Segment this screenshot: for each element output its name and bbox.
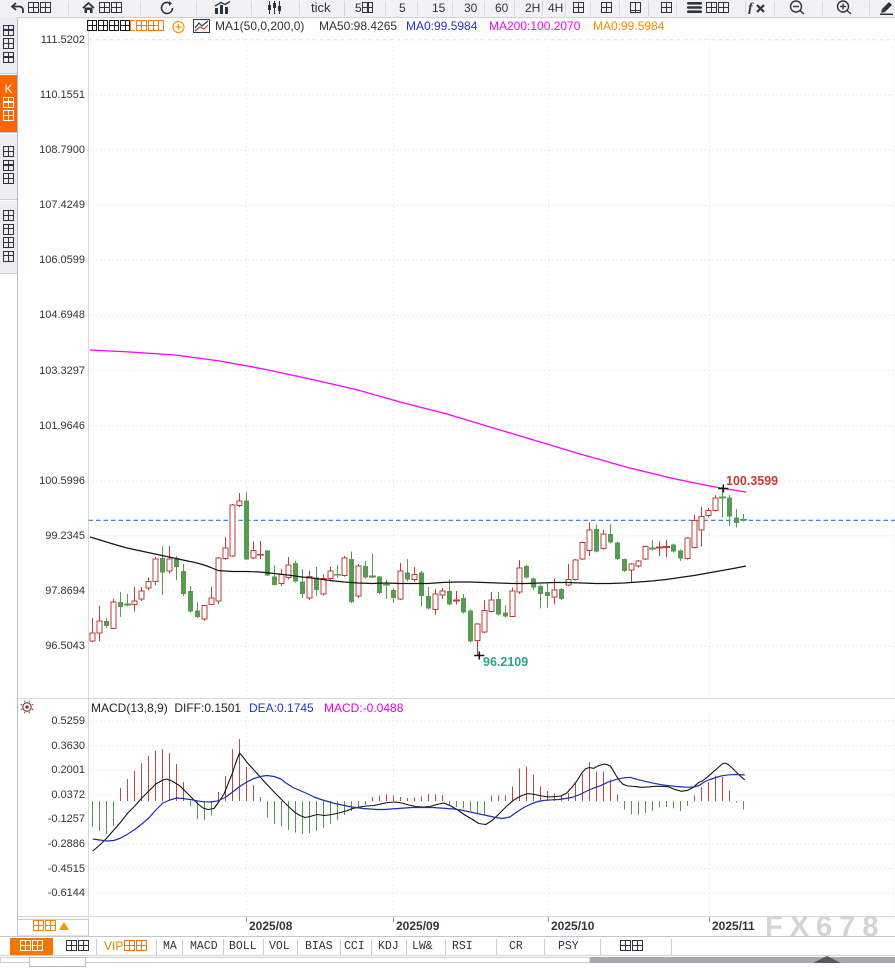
svg-text:f: f — [748, 1, 754, 14]
